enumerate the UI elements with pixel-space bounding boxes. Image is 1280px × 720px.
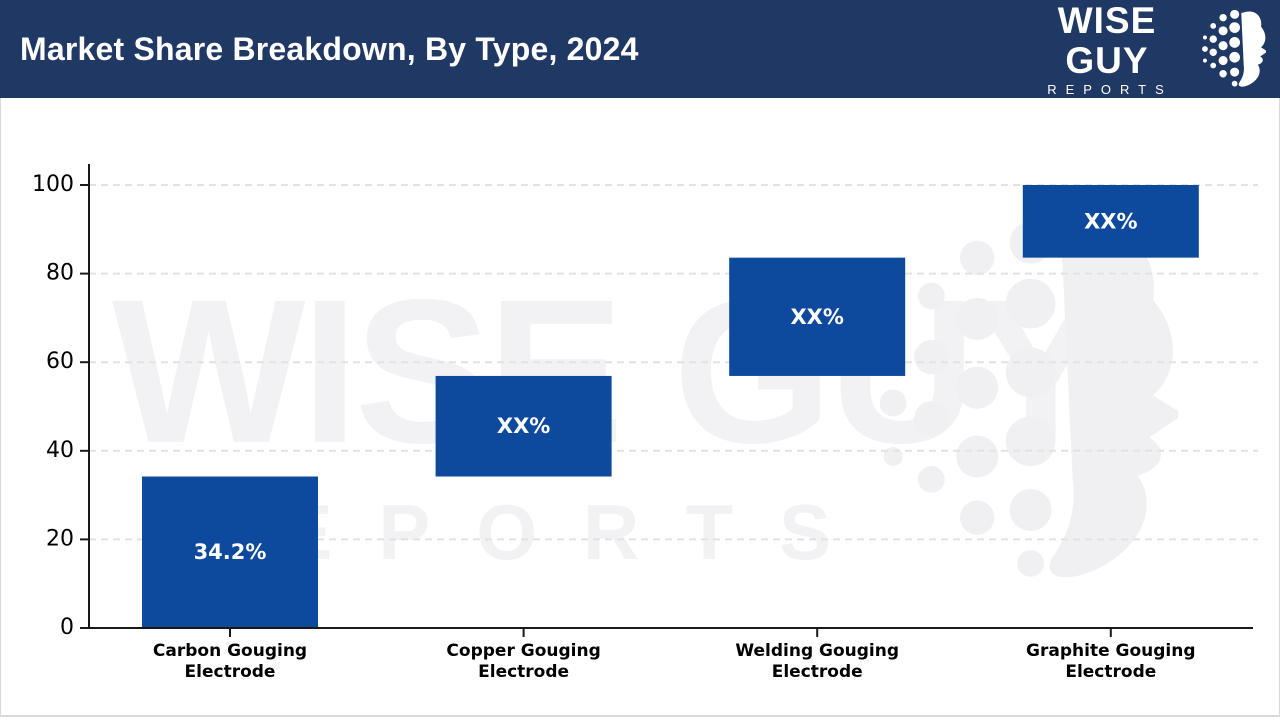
y-tick-label: 40	[46, 438, 74, 463]
y-tick-label: 80	[46, 261, 74, 286]
bar-value-label: 34.2%	[194, 540, 267, 564]
x-category-label: Welding Gouging Electrode	[735, 641, 899, 682]
bar-segment	[435, 375, 612, 477]
bar-value-label: XX%	[497, 414, 550, 438]
header-bar: Market Share Breakdown, By Type, 2024 WI…	[0, 0, 1280, 98]
y-tick-label: 100	[32, 172, 74, 197]
bar-value-label: XX%	[1084, 209, 1137, 233]
brand-head-icon	[1202, 9, 1266, 87]
y-tick-label: 60	[46, 349, 74, 374]
y-tick-label: 0	[60, 615, 74, 640]
bar-value-label: XX%	[790, 305, 843, 329]
page-title: Market Share Breakdown, By Type, 2024	[20, 30, 639, 67]
x-category-label: Graphite Gouging Electrode	[1026, 641, 1196, 682]
x-category-label: Carbon Gouging Electrode	[153, 641, 307, 682]
y-tick-label: 20	[46, 526, 74, 551]
bar-segment	[729, 257, 906, 376]
brand-name: WISE GUY	[1057, 0, 1157, 81]
brand-logo: WISE GUY REPORTS	[1016, 0, 1266, 98]
bar-segment	[142, 476, 318, 628]
brand-text: WISE GUY REPORTS	[1016, 0, 1198, 98]
brand-subtitle: REPORTS	[1047, 82, 1173, 97]
x-category-label: Copper Gouging Electrode	[446, 641, 600, 682]
